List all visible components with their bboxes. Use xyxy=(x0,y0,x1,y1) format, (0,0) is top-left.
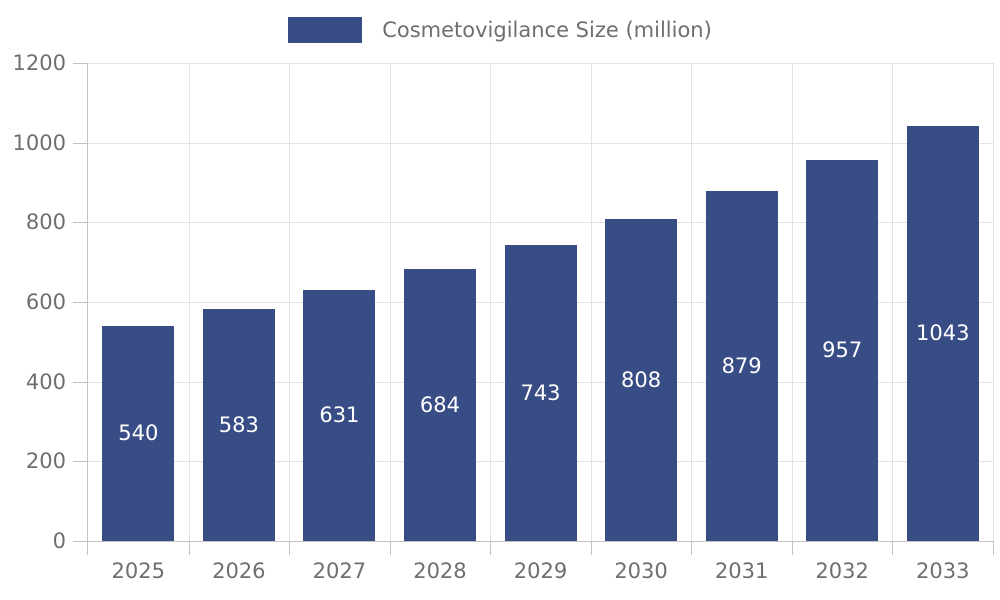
bar: 808 xyxy=(605,219,678,541)
x-tick xyxy=(993,541,994,555)
y-tick-label: 800 xyxy=(25,210,66,235)
bar-value-label: 540 xyxy=(118,421,159,446)
bar: 631 xyxy=(303,289,376,541)
bar: 1043 xyxy=(906,125,979,541)
y-gridline xyxy=(88,142,993,144)
x-tick xyxy=(188,541,190,555)
y-tick-label: 600 xyxy=(25,290,66,314)
x-tick xyxy=(289,541,291,555)
y-axis-spine xyxy=(87,63,88,555)
y-tick-label: 200 xyxy=(25,449,66,474)
x-gridline xyxy=(892,63,894,541)
bar-value-label: 684 xyxy=(419,392,460,417)
x-tick xyxy=(389,541,391,555)
bar: 957 xyxy=(806,159,879,541)
bar-value-label: 1043 xyxy=(915,321,970,346)
y-tick xyxy=(73,541,87,542)
bar-value-label: 583 xyxy=(218,412,259,437)
plot-area: 0 200 400 600 800 1000 1200 2025 2026 2027 2028 202… xyxy=(13,51,994,583)
x-tick-label: 2030 xyxy=(614,559,668,583)
legend: Cosmetovigilance Size (million) xyxy=(0,17,1000,43)
bar: 684 xyxy=(403,268,476,541)
y-gridline xyxy=(88,222,993,224)
x-gridline xyxy=(289,63,291,541)
bar-value-label: 631 xyxy=(319,403,360,428)
x-gridline xyxy=(691,63,693,541)
x-tick-label: 2025 xyxy=(111,559,165,583)
y-tick xyxy=(73,381,87,383)
x-gridline xyxy=(490,63,492,541)
y-gridline xyxy=(88,63,993,64)
legend-label: Cosmetovigilance Size (million) xyxy=(382,18,712,42)
bar-value-label: 808 xyxy=(621,368,662,393)
x-tick xyxy=(590,541,592,555)
x-tick-label: 2029 xyxy=(513,559,568,583)
bar: 540 xyxy=(102,325,175,541)
y-tick-label: 1000 xyxy=(12,130,66,155)
bar: 583 xyxy=(202,308,275,541)
y-tick xyxy=(73,302,87,303)
x-gridline xyxy=(993,63,994,541)
bar-value-label: 743 xyxy=(520,381,561,406)
y-tick xyxy=(73,222,87,224)
y-tick-label: 1200 xyxy=(12,51,66,75)
bar: 879 xyxy=(705,190,778,541)
x-gridline xyxy=(188,63,190,541)
x-tick xyxy=(691,541,693,555)
y-tick-label: 400 xyxy=(25,369,66,394)
x-tick-label: 2033 xyxy=(915,559,970,583)
x-tick-label: 2027 xyxy=(312,559,367,583)
x-gridline xyxy=(791,63,793,541)
x-tick xyxy=(490,541,492,555)
x-tick xyxy=(791,541,793,555)
x-tick-label: 2031 xyxy=(714,559,769,583)
x-gridline xyxy=(590,63,592,541)
bar-value-label: 879 xyxy=(721,353,762,378)
x-axis-spine xyxy=(88,541,993,542)
bar-value-label: 957 xyxy=(822,338,863,363)
x-tick xyxy=(892,541,894,555)
x-gridline xyxy=(389,63,391,541)
x-tick-label: 2032 xyxy=(815,559,869,583)
legend-swatch xyxy=(288,17,363,43)
x-tick-label: 2026 xyxy=(212,559,266,583)
y-tick xyxy=(73,142,87,144)
y-tick-label: 0 xyxy=(52,529,66,553)
bar: 743 xyxy=(504,245,577,541)
x-tick-label: 2028 xyxy=(413,559,467,583)
y-tick xyxy=(73,63,87,64)
y-tick xyxy=(73,461,87,463)
